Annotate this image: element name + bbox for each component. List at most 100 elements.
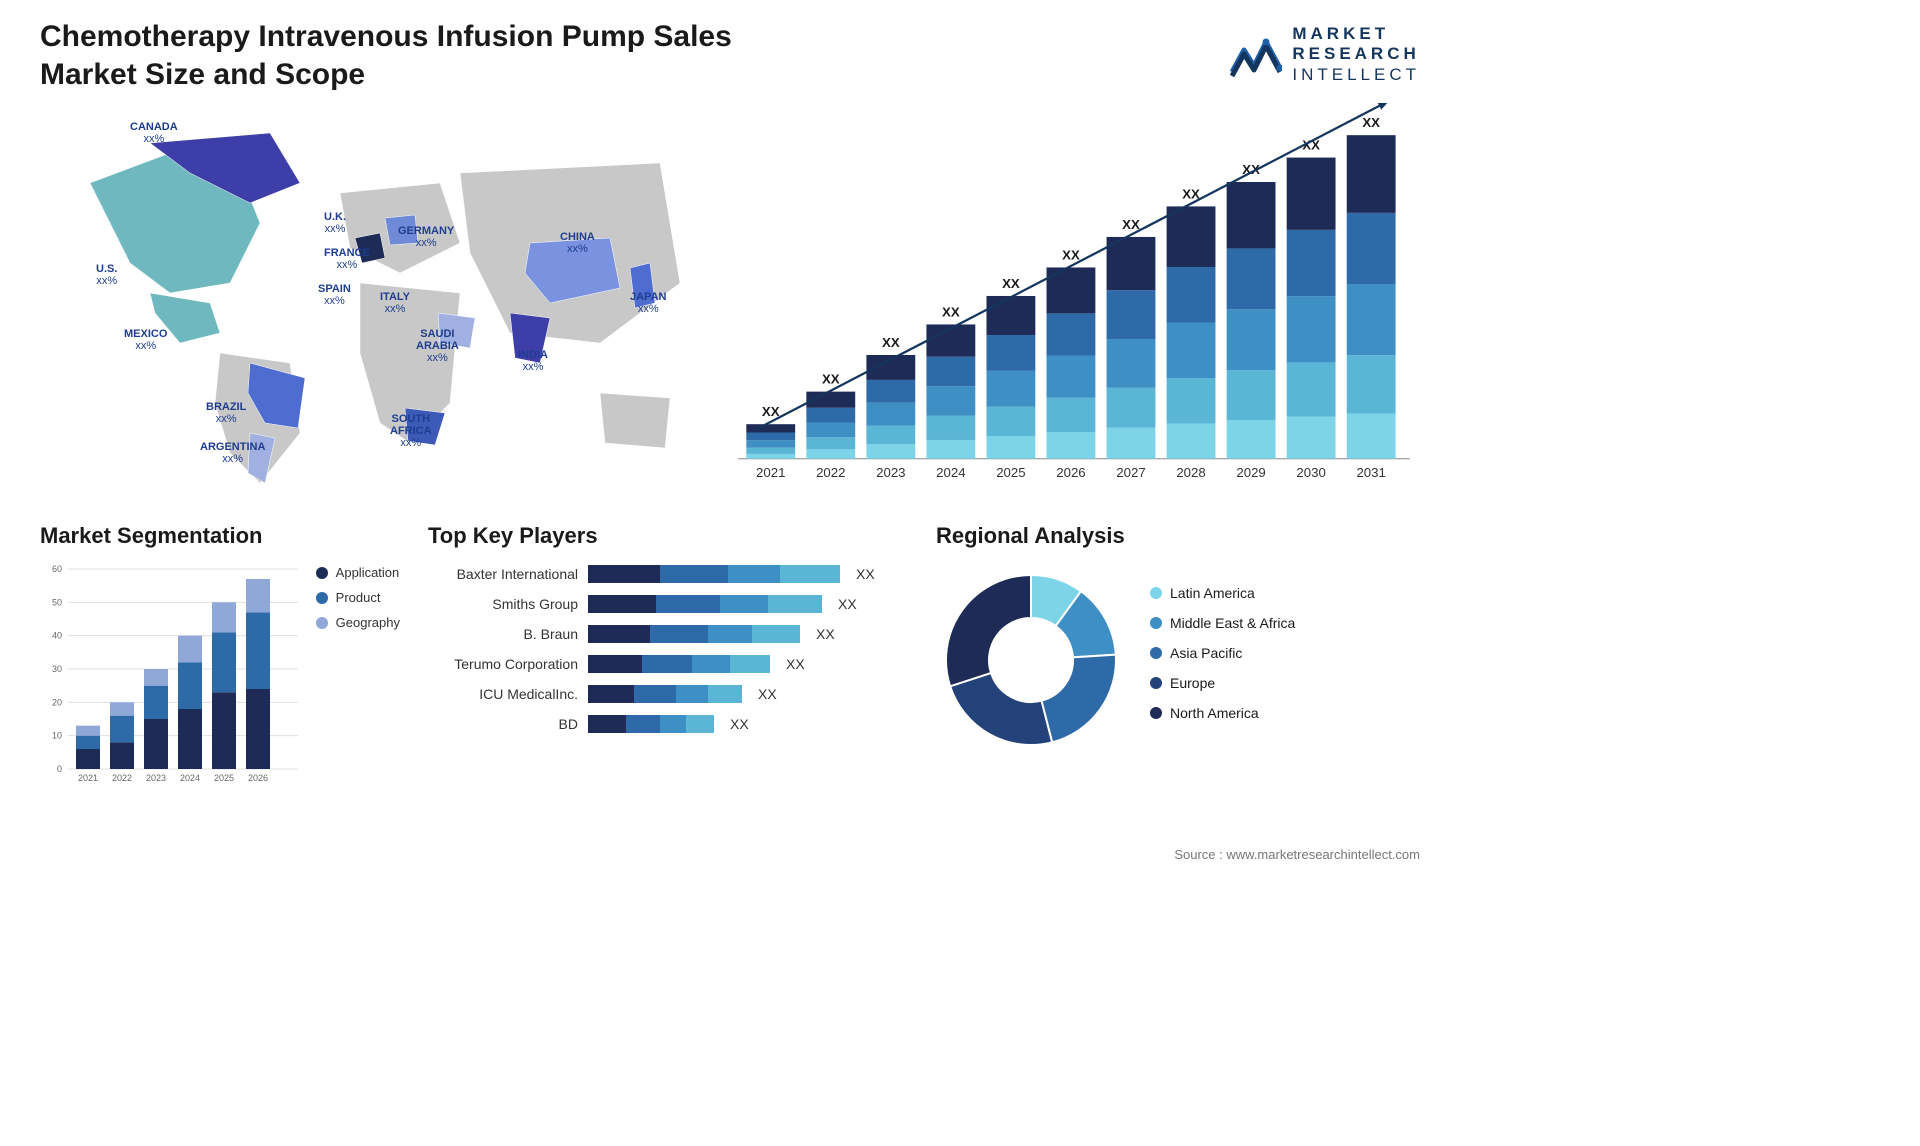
growth-bar-seg [986,407,1035,436]
growth-bar-seg [746,432,795,440]
regional-section: Regional Analysis Latin AmericaMiddle Ea… [936,523,1420,789]
seg-bar-seg [178,709,202,769]
growth-bar-seg [1347,355,1396,413]
player-row: BD XX [428,715,908,733]
seg-bar-seg [76,726,100,736]
seg-bar-seg [212,632,236,692]
growth-chart-svg: XX2021XX2022XX2023XX2024XX2025XX2026XX20… [728,103,1420,493]
growth-bar-seg [806,437,855,449]
segmentation-title: Market Segmentation [40,523,400,549]
growth-year-label: 2021 [756,465,785,480]
svg-text:2023: 2023 [146,773,166,783]
svg-text:40: 40 [52,631,62,641]
player-name: BD [428,716,578,732]
growth-bar-seg [1167,206,1216,267]
growth-bar-seg [806,423,855,438]
seg-bar-seg [246,689,270,769]
growth-bar-seg [746,440,795,448]
player-bar [588,685,742,703]
map-label-italy: ITALYxx% [380,291,410,315]
svg-text:2022: 2022 [112,773,132,783]
player-bar [588,625,800,643]
seg-bar-seg [76,736,100,749]
seg-bar-seg [212,602,236,632]
growth-bar-seg [1227,248,1276,309]
growth-bar-label: XX [882,335,900,350]
growth-bar-seg [746,454,795,459]
map-label-china: CHINAxx% [560,231,595,255]
growth-bar-seg [1167,323,1216,379]
regional-legend-item: Middle East & Africa [1150,615,1295,631]
growth-bar-label: XX [1062,247,1080,262]
growth-bar-label: XX [1182,186,1200,201]
growth-year-label: 2023 [876,465,905,480]
logo-line-3: INTELLECT [1292,65,1420,85]
growth-bar-seg [1347,135,1396,213]
map-label-japan: JAPANxx% [630,291,666,315]
map-label-u.k.: U.K.xx% [324,211,346,235]
players-section: Top Key Players Baxter InternationalXXSm… [428,523,908,789]
seg-bar-seg [110,702,134,715]
donut-slice [946,575,1031,686]
world-map: CANADAxx%U.S.xx%MEXICOxx%BRAZILxx%ARGENT… [40,103,700,493]
growth-year-label: 2025 [996,465,1025,480]
donut-slice [950,673,1052,745]
segmentation-legend: ApplicationProductGeography [316,565,400,789]
regional-legend: Latin AmericaMiddle East & AfricaAsia Pa… [1150,585,1295,735]
growth-bar-seg [1047,432,1096,459]
map-label-canada: CANADAxx% [130,121,178,145]
growth-year-label: 2027 [1116,465,1145,480]
regional-legend-item: Europe [1150,675,1295,691]
seg-bar-seg [76,749,100,769]
svg-text:50: 50 [52,597,62,607]
seg-legend-item: Geography [316,615,400,630]
growth-year-label: 2026 [1056,465,1085,480]
seg-bar-seg [144,686,168,719]
growth-bar-seg [926,357,975,387]
player-name: Smiths Group [428,596,578,612]
growth-bar-seg [1227,182,1276,248]
map-label-germany: GERMANYxx% [398,225,454,249]
growth-bar-seg [866,380,915,403]
growth-bar-seg [806,408,855,423]
map-label-india: INDIAxx% [518,349,548,373]
growth-bar-label: XX [942,304,960,319]
growth-bar-label: XX [1002,276,1020,291]
player-name: Terumo Corporation [428,656,578,672]
seg-legend-item: Application [316,565,400,580]
seg-bar-seg [144,719,168,769]
growth-bar-seg [866,403,915,426]
map-label-saudi-arabia: SAUDIARABIAxx% [416,328,459,364]
growth-bar-seg [1227,370,1276,420]
donut-slice [1041,655,1116,743]
growth-bar-seg [1347,284,1396,355]
growth-bar-seg [926,440,975,459]
seg-bar-seg [212,692,236,769]
segmentation-chart: 0102030405060202120222023202420252026 [40,565,300,789]
map-label-south-africa: SOUTHAFRICAxx% [390,413,432,449]
growth-year-label: 2031 [1356,465,1385,480]
growth-chart: XX2021XX2022XX2023XX2024XX2025XX2026XX20… [728,103,1420,493]
growth-bar-label: XX [1122,217,1140,232]
growth-year-label: 2024 [936,465,965,480]
growth-bar-seg [1227,420,1276,459]
player-value: XX [856,566,875,582]
svg-text:2024: 2024 [180,773,200,783]
seg-bar-seg [246,612,270,689]
growth-bar-seg [1107,388,1156,428]
svg-text:10: 10 [52,731,62,741]
growth-bar-seg [1107,290,1156,339]
growth-bar-seg [986,296,1035,335]
player-value: XX [838,596,857,612]
growth-bar-seg [1287,158,1336,230]
player-bar [588,655,770,673]
growth-bar-seg [746,448,795,454]
players-title: Top Key Players [428,523,908,549]
regional-legend-item: North America [1150,705,1295,721]
world-map-svg [40,103,700,493]
player-value: XX [730,716,749,732]
growth-bar-seg [1047,398,1096,432]
player-bar [588,565,840,583]
svg-text:2026: 2026 [248,773,268,783]
growth-year-label: 2022 [816,465,845,480]
